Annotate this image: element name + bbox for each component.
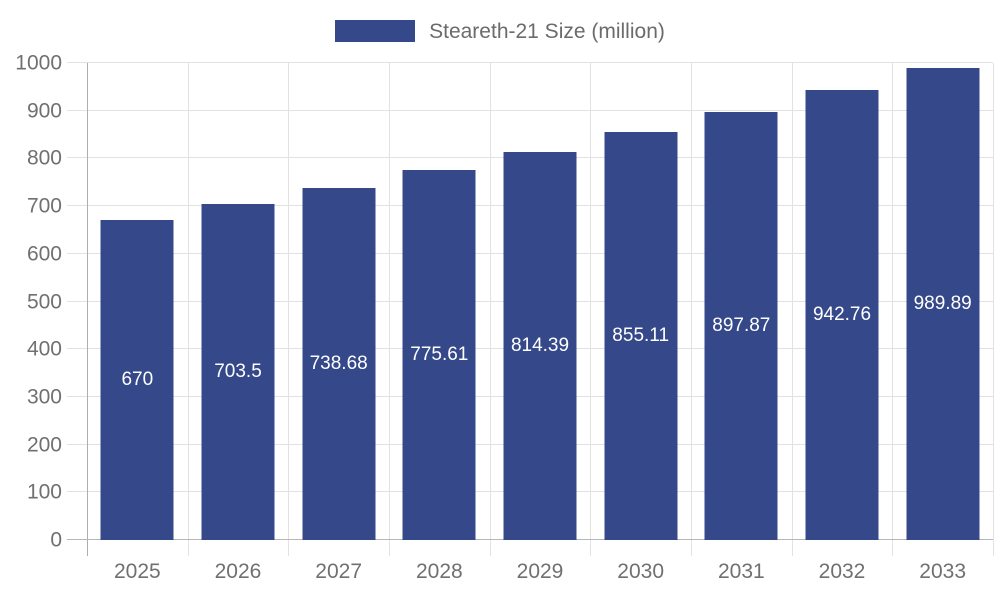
bar-value-label: 670	[121, 369, 154, 391]
bar-value-label: 814.39	[510, 334, 570, 356]
plot-area: 670 703.5 738.68 775.61 814.39 855.11 897.87 94…	[67, 62, 994, 556]
h-gridline	[67, 62, 993, 63]
y-tick-label: 100	[26, 480, 62, 504]
v-gridline	[288, 63, 290, 556]
bar-value-label: 703.5	[214, 361, 262, 383]
bar-value-label: 775.61	[410, 344, 469, 366]
y-axis-labels: 0 100 200 300 400 500 600 700 800 900 1000	[0, 53, 62, 551]
x-tick-label: 2028	[415, 560, 463, 583]
bar-2031[interactable]: 897.87	[704, 111, 778, 540]
y-tick-label: 1000	[15, 51, 62, 75]
y-tick-label: 300	[26, 385, 62, 409]
bar-value-label: 942.76	[812, 304, 872, 326]
v-gridline	[791, 63, 793, 556]
bar-2030[interactable]: 855.11	[604, 132, 678, 540]
v-gridline	[489, 63, 491, 556]
v-gridline	[993, 63, 994, 556]
bar-2032[interactable]: 942.76	[805, 90, 879, 540]
x-tick-label: 2032	[818, 560, 866, 583]
bar-2033[interactable]: 989.89	[906, 67, 980, 540]
y-tick-label: 600	[26, 242, 62, 266]
y-tick-label: 200	[26, 433, 62, 457]
y-tick-label: 900	[26, 99, 62, 123]
legend-swatch	[335, 20, 416, 42]
y-tick-label: 500	[26, 290, 62, 313]
v-gridline	[892, 63, 894, 556]
x-tick-label: 2027	[315, 560, 363, 583]
v-gridline	[187, 63, 189, 556]
legend-label: Steareth-21 Size (million)	[429, 19, 665, 43]
h-gridline	[67, 109, 993, 111]
x-tick-label: 2030	[617, 560, 665, 583]
bar-2028[interactable]: 775.61	[402, 170, 476, 540]
x-tick-label: 2031	[717, 560, 765, 583]
bar-value-label: 738.68	[309, 352, 368, 374]
x-tick-label: 2029	[516, 560, 564, 583]
x-tick-label: 2025	[113, 560, 161, 583]
bar-2026[interactable]: 703.5	[201, 204, 275, 540]
y-tick-label: 800	[26, 146, 62, 170]
v-gridline	[690, 63, 692, 556]
v-gridline	[590, 63, 592, 556]
bar-2025[interactable]: 670	[100, 220, 174, 540]
x-tick-label: 2026	[214, 560, 262, 583]
y-axis-line	[87, 63, 88, 556]
bar-2029[interactable]: 814.39	[503, 151, 577, 540]
bar-value-label: 989.89	[913, 292, 972, 314]
v-gridline	[388, 63, 390, 556]
y-tick-label: 700	[26, 194, 62, 218]
bar-value-label: 855.11	[612, 325, 670, 347]
bar-value-label: 897.87	[712, 314, 771, 336]
y-tick-label: 0	[50, 528, 62, 552]
bar-2027[interactable]: 738.68	[302, 187, 376, 540]
x-axis-labels: 2025 2026 2027 2028 2029 2030 2031 2032 2033	[87, 63, 993, 582]
x-tick-label: 2033	[919, 560, 967, 583]
legend[interactable]: Steareth-21 Size (million)	[0, 20, 1000, 42]
y-tick-label: 400	[26, 337, 62, 361]
